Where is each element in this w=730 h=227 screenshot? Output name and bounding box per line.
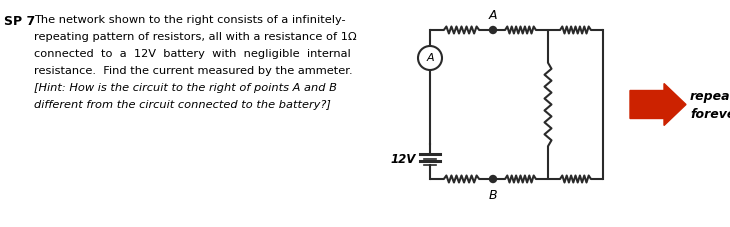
Circle shape [490,27,496,34]
Polygon shape [630,84,686,126]
Circle shape [418,47,442,71]
Text: A: A [426,53,434,63]
Text: SP 7: SP 7 [4,15,35,28]
Text: [Hint: How is the circuit to the right of points A and B: [Hint: How is the circuit to the right o… [34,83,337,93]
Text: forever: forever [690,108,730,121]
Text: B: B [488,188,497,201]
Text: repeats: repeats [690,90,730,103]
Text: A: A [489,9,497,22]
Text: repeating pattern of resistors, all with a resistance of 1Ω: repeating pattern of resistors, all with… [34,32,357,42]
Text: 12V: 12V [391,152,416,165]
Text: resistance.  Find the current measured by the ammeter.: resistance. Find the current measured by… [34,66,353,76]
Text: connected  to  a  12V  battery  with  negligible  internal: connected to a 12V battery with negligib… [34,49,350,59]
Text: The network shown to the right consists of a infinitely-: The network shown to the right consists … [34,15,345,25]
Text: different from the circuit connected to the battery?]: different from the circuit connected to … [34,100,331,109]
Circle shape [490,176,496,183]
